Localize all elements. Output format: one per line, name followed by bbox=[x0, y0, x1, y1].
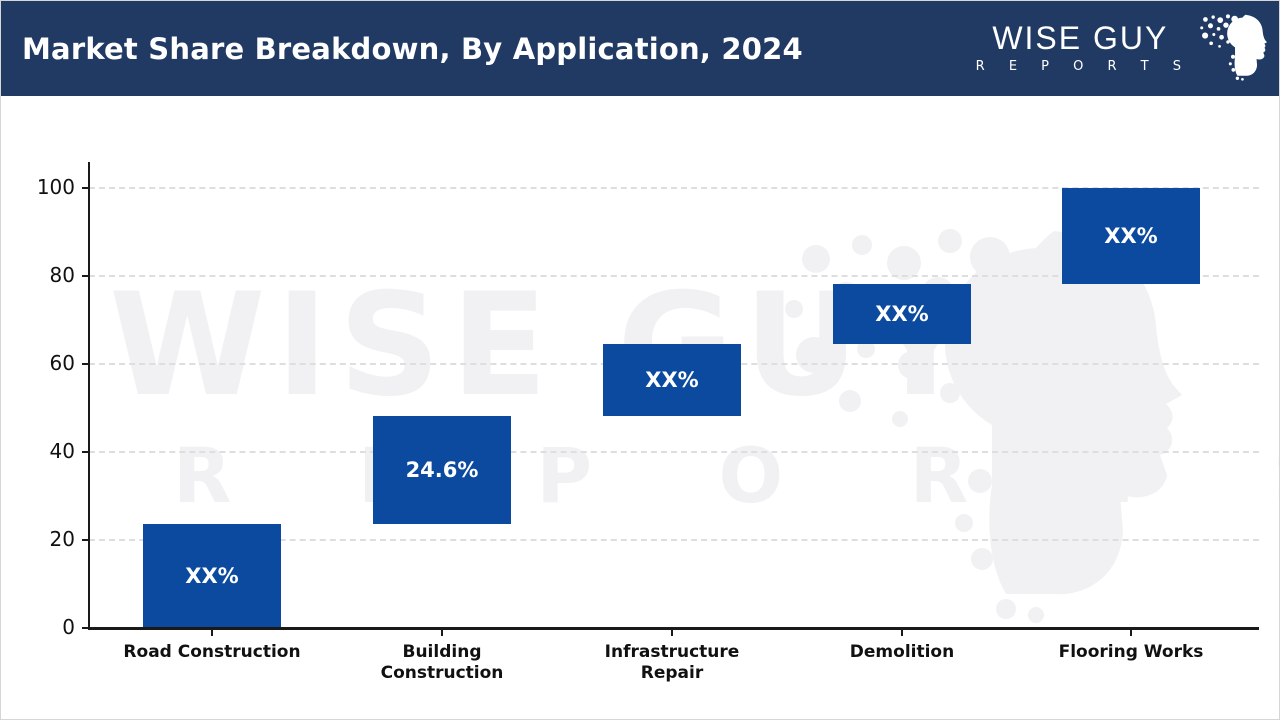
x-axis-label-line: Construction bbox=[380, 663, 504, 683]
y-tick-label-0: 0 bbox=[62, 615, 75, 639]
gridline-100 bbox=[89, 187, 1259, 189]
logo-text: WISE GUY R E P O R T S bbox=[970, 20, 1191, 74]
x-axis-label-line: Demolition bbox=[849, 642, 955, 662]
bar-infrastructure-repair: XX% bbox=[603, 343, 741, 416]
wiseguy-logo: WISE GUY R E P O R T S bbox=[970, 5, 1269, 89]
logo-subtitle: R E P O R T S bbox=[975, 59, 1191, 74]
y-tick-label-40: 40 bbox=[49, 439, 75, 463]
y-tick-label-60: 60 bbox=[49, 351, 75, 375]
y-tick-mark-0 bbox=[82, 627, 89, 629]
logo-head-icon bbox=[1200, 14, 1267, 81]
y-tick-label-80: 80 bbox=[49, 263, 75, 287]
x-axis-label-line: Repair bbox=[640, 663, 704, 683]
x-tick-mark-infrastructure-repair bbox=[671, 629, 673, 636]
y-axis-line bbox=[88, 162, 90, 630]
page-title: Market Share Breakdown, By Application, … bbox=[22, 31, 803, 66]
bar-demolition: XX% bbox=[833, 283, 971, 344]
bar-road-construction: XX% bbox=[143, 524, 281, 628]
gridline-80 bbox=[89, 275, 1259, 277]
y-tick-label-20: 20 bbox=[49, 527, 75, 551]
x-axis-label-line: Road Construction bbox=[123, 642, 301, 662]
x-tick-mark-road-construction bbox=[211, 629, 213, 636]
logo-wordmark: WISE GUY bbox=[992, 20, 1169, 56]
bar-value-label-building-construction: 24.6% bbox=[405, 458, 479, 483]
x-tick-mark-building-construction bbox=[441, 629, 443, 636]
x-axis-label-line: Flooring Works bbox=[1058, 642, 1204, 662]
x-axis-label-road-construction: Road Construction bbox=[97, 642, 327, 663]
bar-flooring-works: XX% bbox=[1062, 188, 1200, 284]
bar-value-label-demolition: XX% bbox=[875, 301, 929, 326]
bar-value-label-flooring-works: XX% bbox=[1104, 223, 1158, 248]
x-axis-label-demolition: Demolition bbox=[787, 642, 1017, 663]
bar-value-label-road-construction: XX% bbox=[185, 564, 239, 589]
x-tick-mark-flooring-works bbox=[1130, 629, 1132, 636]
x-axis-line bbox=[88, 627, 1259, 630]
x-tick-mark-demolition bbox=[901, 629, 903, 636]
x-axis-label-flooring-works: Flooring Works bbox=[1016, 642, 1246, 663]
y-tick-mark-100 bbox=[82, 187, 89, 189]
header: Market Share Breakdown, By Application, … bbox=[1, 1, 1279, 96]
x-axis-label-building-construction: Building Construction bbox=[327, 642, 557, 684]
y-tick-mark-20 bbox=[82, 539, 89, 541]
x-axis-label-line: Infrastructure bbox=[604, 642, 740, 662]
bar-building-construction: 24.6% bbox=[373, 415, 511, 525]
y-tick-mark-40 bbox=[82, 451, 89, 453]
gridline-20 bbox=[89, 539, 1259, 541]
x-axis-label-infrastructure-repair: Infrastructure Repair bbox=[557, 642, 787, 684]
y-tick-mark-80 bbox=[82, 275, 89, 277]
gridline-40 bbox=[89, 451, 1259, 453]
y-tick-mark-60 bbox=[82, 363, 89, 365]
bar-value-label-infrastructure-repair: XX% bbox=[645, 367, 699, 392]
y-tick-label-100: 100 bbox=[36, 175, 75, 199]
x-axis-label-line: Building bbox=[402, 642, 482, 662]
